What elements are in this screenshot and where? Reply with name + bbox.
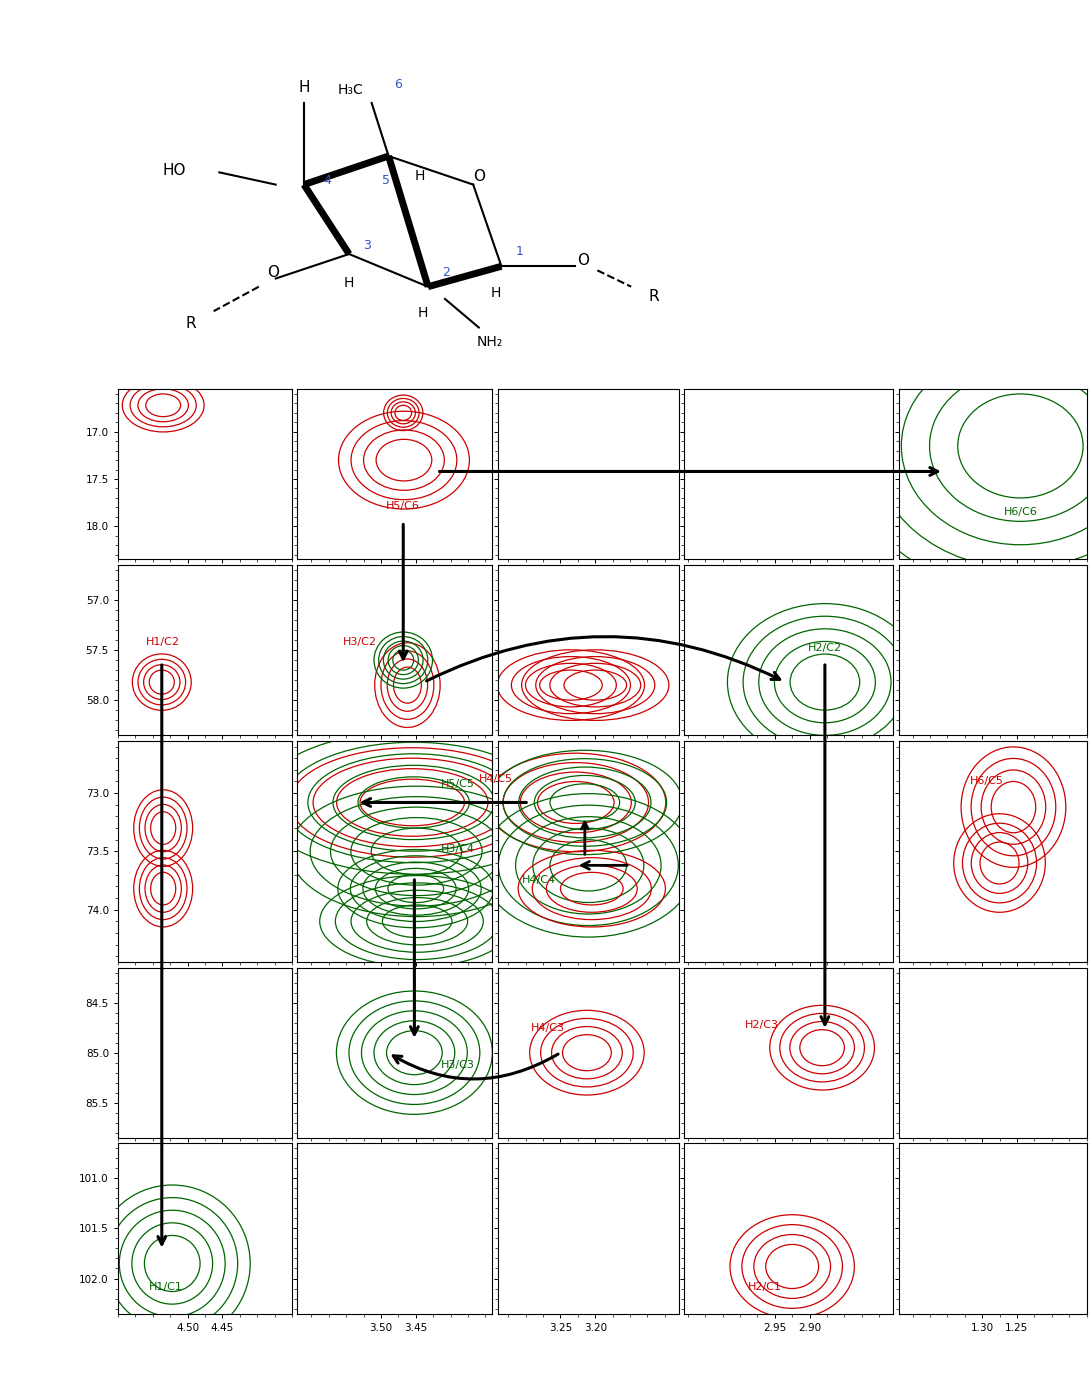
Text: O: O [578,253,590,268]
Text: H6/C5: H6/C5 [970,777,1004,787]
Text: 2: 2 [442,265,450,279]
Text: 3: 3 [364,239,371,253]
Text: H2/C2: H2/C2 [808,644,842,653]
Text: 5: 5 [382,174,390,188]
Text: H: H [344,275,354,289]
Text: H3/C4: H3/C4 [441,844,475,853]
Text: H4/C5: H4/C5 [479,774,513,784]
Text: H1/C1: H1/C1 [150,1282,183,1291]
Text: R: R [649,289,660,304]
Text: H2/C1: H2/C1 [748,1282,782,1291]
Text: H: H [298,79,310,95]
Text: H3/C3: H3/C3 [441,1059,475,1070]
Text: H₃C: H₃C [337,83,364,97]
Text: Figure 1 From Primary Structure Of Glycans By Nmr Spectroscopy: Figure 1 From Primary Structure Of Glyca… [288,11,804,25]
Text: H: H [417,306,428,320]
Text: O: O [473,170,485,183]
Text: H: H [414,170,425,183]
Text: H1/C2: H1/C2 [146,637,180,648]
Text: 1: 1 [515,246,523,259]
Text: H: H [490,286,501,300]
Text: HO: HO [163,163,186,178]
Text: NH₂: NH₂ [477,335,503,349]
Text: H3/C2: H3/C2 [343,637,377,648]
Text: H4/C3: H4/C3 [531,1023,565,1033]
Text: H4/C4: H4/C4 [522,876,556,885]
Text: H5/C6: H5/C6 [387,500,420,510]
Text: 4: 4 [323,174,332,188]
Text: O: O [266,265,278,279]
Text: H2/C3: H2/C3 [745,1020,780,1030]
Text: R: R [186,316,197,331]
Text: H6/C6: H6/C6 [1004,507,1037,517]
Text: 6: 6 [394,78,402,90]
Text: H5/C5: H5/C5 [441,778,475,790]
